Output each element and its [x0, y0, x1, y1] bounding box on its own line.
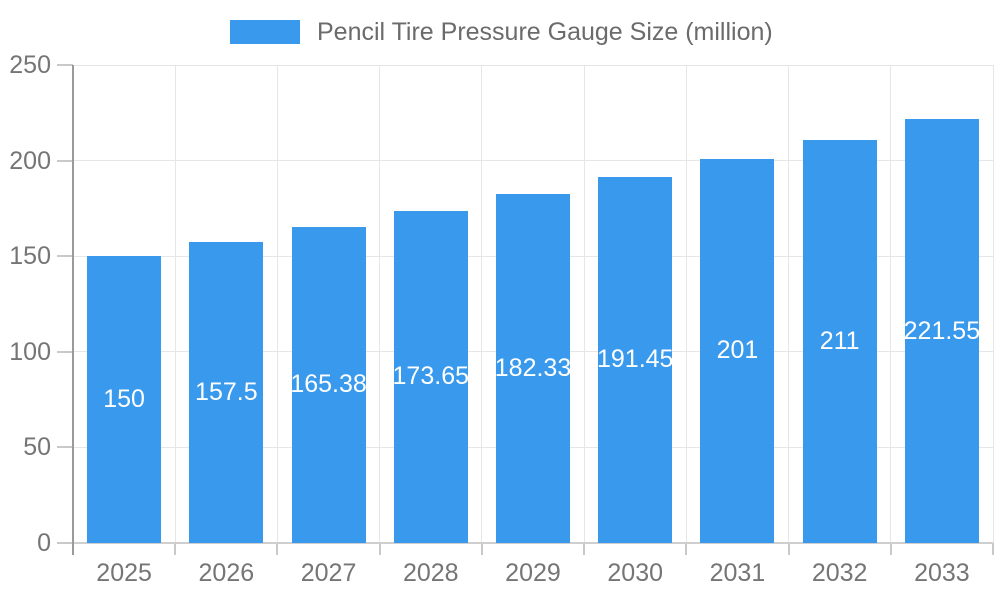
x-tick-label: 2028: [402, 559, 459, 587]
bar-value-label: 211: [819, 326, 860, 355]
x-tick: [992, 543, 994, 555]
bar-value-label: 221.55: [903, 316, 981, 345]
bar[interactable]: 201: [700, 158, 775, 543]
x-tick: [480, 543, 483, 555]
chart-legend[interactable]: Pencil Tire Pressure Gauge Size (million…: [230, 19, 773, 45]
y-tick: [57, 159, 73, 162]
y-tick-label: 50: [23, 433, 51, 462]
bar[interactable]: 182.33: [494, 194, 572, 543]
x-tick-label: 2026: [198, 559, 255, 587]
h-gridline: [73, 160, 993, 162]
bar-value-label: 201: [716, 336, 759, 365]
v-gridline: [276, 65, 278, 543]
bar[interactable]: 191.45: [596, 176, 674, 543]
v-gridline: [379, 65, 381, 543]
y-axis-line: [72, 65, 74, 555]
x-tick: [889, 543, 892, 555]
x-tick: [378, 543, 381, 555]
bar-value-label: 182.33: [494, 354, 572, 383]
v-gridline: [174, 65, 176, 543]
bar-value-label: 191.45: [596, 345, 674, 374]
x-axis-line: [73, 542, 993, 544]
bar-value-label: 165.38: [290, 370, 367, 399]
y-tick: [57, 255, 73, 258]
bar[interactable]: 165.38: [290, 226, 367, 543]
v-gridline: [583, 65, 585, 543]
x-tick-label: 2030: [607, 559, 664, 587]
y-tick-label: 200: [9, 146, 51, 175]
x-tick: [583, 543, 586, 555]
v-gridline: [788, 65, 790, 543]
y-tick: [57, 542, 73, 544]
plot-area: 0 50 100 150 200 250 150 2025 157.5 2026 165.38 202…: [9, 51, 994, 587]
y-tick-label: 0: [37, 529, 51, 557]
bar[interactable]: 173.65: [392, 210, 469, 543]
bar-value-label: 173.65: [392, 362, 469, 391]
legend-swatch: [230, 20, 300, 44]
x-tick-label: 2031: [709, 559, 766, 587]
y-tick: [57, 446, 73, 449]
x-tick-label: 2032: [811, 559, 868, 587]
x-tick-label: 2033: [914, 559, 970, 587]
x-tick: [787, 543, 790, 555]
bar-value-label: 157.5: [195, 377, 258, 406]
y-tick: [57, 64, 73, 66]
v-gridline: [890, 65, 892, 543]
y-tick-label: 150: [9, 242, 51, 271]
bar-value-label: 150: [103, 385, 145, 414]
bar[interactable]: 221.55: [903, 119, 981, 543]
y-tick-label: 100: [9, 337, 51, 366]
x-tick-label: 2025: [96, 559, 152, 587]
legend-label: Pencil Tire Pressure Gauge Size (million…: [317, 18, 773, 46]
x-tick: [174, 543, 177, 555]
y-tick-label: 250: [9, 51, 51, 79]
y-tick: [57, 350, 73, 353]
x-tick-label: 2029: [505, 559, 561, 587]
x-tick: [276, 543, 279, 555]
h-gridline: [73, 64, 993, 66]
bar[interactable]: 150: [87, 256, 162, 543]
v-gridline: [992, 65, 994, 543]
v-gridline: [685, 65, 687, 543]
bar[interactable]: 157.5: [189, 241, 264, 543]
bar[interactable]: 211: [802, 139, 877, 543]
x-tick: [685, 543, 688, 555]
x-tick-label: 2027: [300, 559, 357, 587]
v-gridline: [481, 65, 483, 543]
